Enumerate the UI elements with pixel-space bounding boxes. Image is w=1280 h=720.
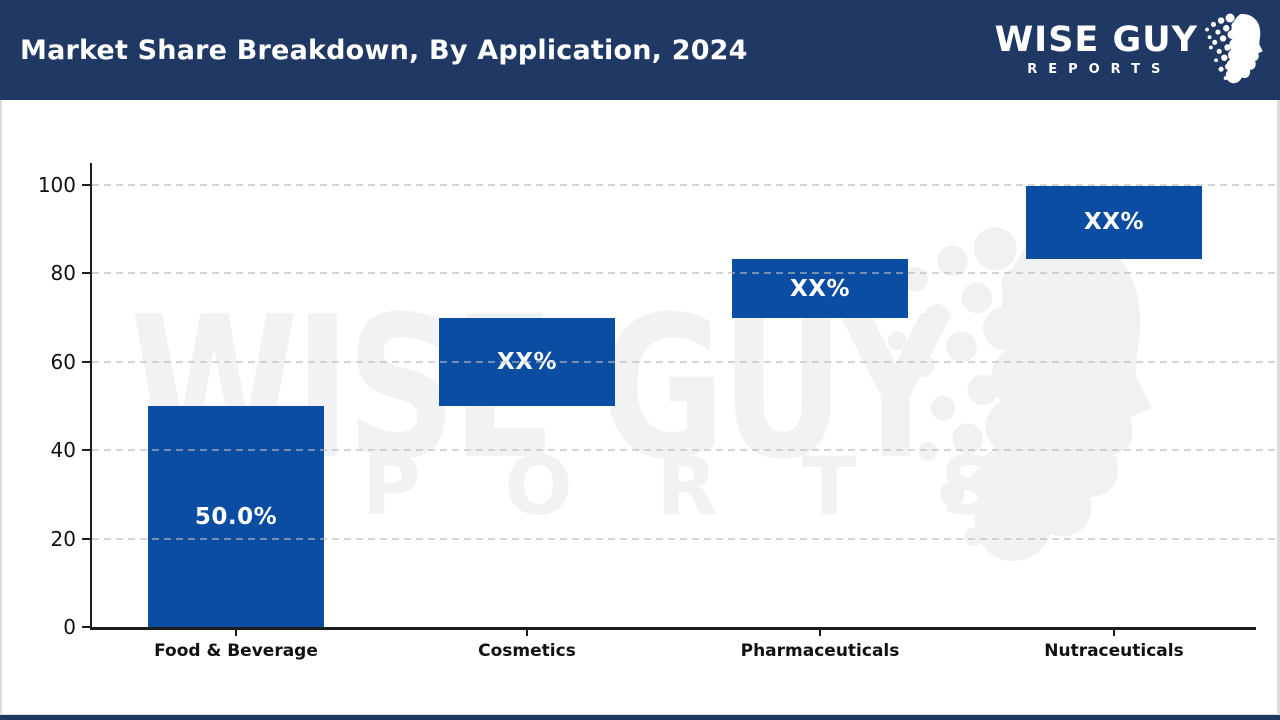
y-tick-label-20: 20: [50, 526, 76, 551]
y-tick-0: [82, 626, 90, 628]
chart-plot-area: WISE GUY P O R T S 0 20 40 60 80 100 50.0% XX%…: [0, 100, 1280, 716]
gridline-60: [92, 360, 1280, 363]
x-tick-cosmetics: [526, 630, 528, 636]
app-header: Market Share Breakdown, By Application, …: [0, 0, 1280, 100]
x-tick-pharmaceuticals: [819, 630, 821, 636]
bottom-accent-strip: [0, 715, 1280, 720]
y-tick-label-60: 60: [50, 349, 76, 374]
x-tick-food-beverage: [235, 630, 237, 636]
bar-nutraceuticals: XX%: [1026, 185, 1202, 259]
y-tick-100: [82, 184, 90, 186]
gridline-80: [92, 272, 1280, 275]
bar-value-label: XX%: [789, 275, 850, 302]
x-axis-label-nutraceuticals: Nutraceuticals: [1044, 641, 1184, 661]
x-axis-label-cosmetics: Cosmetics: [478, 641, 576, 661]
bottom-border: [0, 714, 1280, 715]
gridline-100: [92, 184, 1280, 186]
brand-logo: WISE GUY REPORTS: [995, 10, 1280, 90]
y-axis-line: [90, 163, 92, 629]
x-tick-nutraceuticals: [1113, 630, 1115, 636]
brand-name: WISE GUY: [994, 20, 1198, 60]
gridline-40: [92, 449, 1280, 452]
y-tick-label-40: 40: [50, 438, 76, 463]
x-axis-label-pharmaceuticals: Pharmaceuticals: [740, 641, 900, 661]
y-tick-60: [82, 360, 90, 363]
x-axis-label-food-beverage: Food & Beverage: [154, 641, 318, 661]
y-tick-label-0: 0: [63, 615, 76, 639]
bar-food-beverage: 50.0%: [148, 406, 324, 627]
y-tick-label-100: 100: [37, 173, 76, 197]
bar-value-label: XX%: [1083, 209, 1144, 236]
y-tick-80: [82, 272, 90, 275]
bar-value-label: 50.0%: [194, 503, 278, 530]
face-dots-icon: [1205, 13, 1263, 84]
brand-wordmark: WISE GUY REPORTS: [994, 20, 1198, 78]
y-tick-label-80: 80: [50, 261, 76, 286]
gridline-20: [92, 537, 1280, 540]
x-axis-line: [90, 627, 1256, 630]
page-title: Market Share Breakdown, By Application, …: [20, 34, 748, 66]
watermark-subtitle: P O R T S: [362, 440, 1026, 533]
y-tick-40: [82, 449, 90, 452]
brand-subtitle: REPORTS: [1027, 62, 1172, 77]
y-tick-20: [82, 537, 90, 540]
bar-pharmaceuticals: XX%: [732, 258, 908, 319]
